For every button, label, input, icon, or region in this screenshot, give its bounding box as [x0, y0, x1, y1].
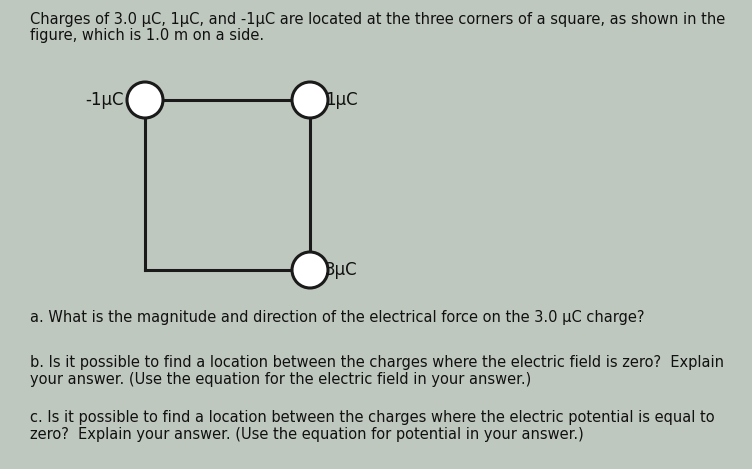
- Text: -1μC: -1μC: [85, 91, 123, 109]
- Text: a. What is the magnitude and direction of the electrical force on the 3.0 μC cha: a. What is the magnitude and direction o…: [30, 310, 644, 325]
- Text: Charges of 3.0 μC, 1μC, and -1μC are located at the three corners of a square, a: Charges of 3.0 μC, 1μC, and -1μC are loc…: [30, 12, 725, 27]
- Text: c. Is it possible to find a location between the charges where the electric pote: c. Is it possible to find a location bet…: [30, 410, 714, 442]
- Text: figure, which is 1.0 m on a side.: figure, which is 1.0 m on a side.: [30, 28, 264, 43]
- Text: 3μC: 3μC: [325, 261, 358, 279]
- Text: 1μC: 1μC: [325, 91, 358, 109]
- Circle shape: [292, 252, 328, 288]
- Text: b. Is it possible to find a location between the charges where the electric fiel: b. Is it possible to find a location bet…: [30, 355, 724, 387]
- Circle shape: [127, 82, 163, 118]
- Circle shape: [292, 82, 328, 118]
